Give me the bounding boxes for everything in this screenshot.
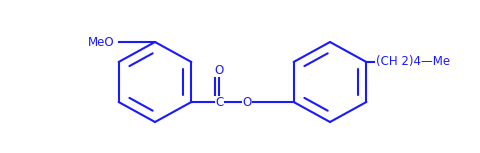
- Text: O: O: [242, 95, 252, 108]
- Text: MeO: MeO: [88, 35, 115, 49]
- Text: (CH 2)4—Me: (CH 2)4—Me: [375, 56, 450, 69]
- Text: C: C: [215, 95, 223, 108]
- Text: O: O: [214, 63, 224, 76]
